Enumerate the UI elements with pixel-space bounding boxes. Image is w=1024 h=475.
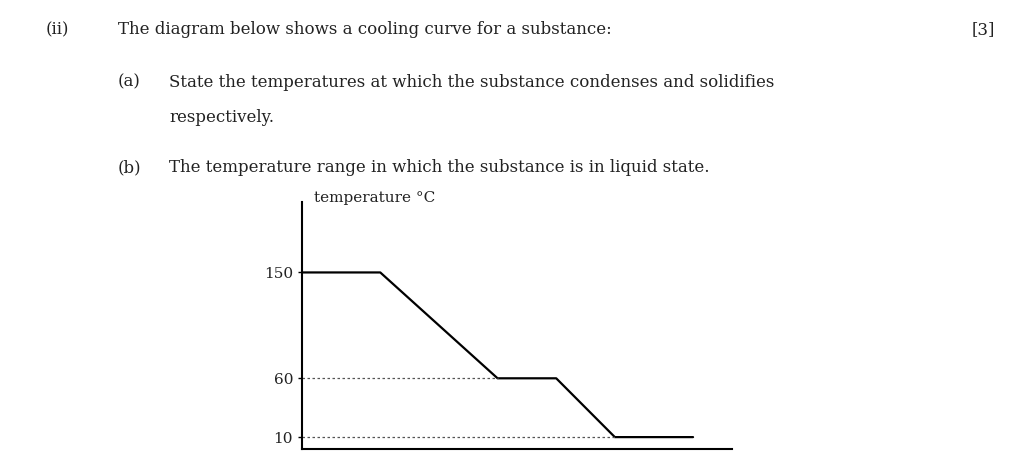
Text: temperature °C: temperature °C (313, 191, 435, 205)
Text: [3]: [3] (972, 21, 995, 38)
Text: respectively.: respectively. (169, 109, 274, 126)
Text: (ii): (ii) (46, 21, 70, 38)
Text: The temperature range in which the substance is in liquid state.: The temperature range in which the subst… (169, 159, 710, 176)
Text: The diagram below shows a cooling curve for a substance:: The diagram below shows a cooling curve … (118, 21, 611, 38)
Text: State the temperatures at which the substance condenses and solidifies: State the temperatures at which the subs… (169, 74, 774, 91)
Text: (a): (a) (118, 74, 140, 91)
Text: (b): (b) (118, 159, 141, 176)
